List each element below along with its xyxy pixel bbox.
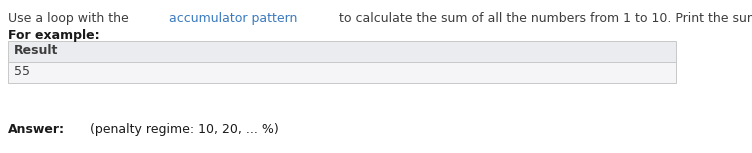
Text: (penalty regime: 10, 20, ... %): (penalty regime: 10, 20, ... %) [81, 123, 278, 136]
Text: Result: Result [14, 44, 59, 57]
Text: 55: 55 [14, 65, 30, 78]
Text: accumulator pattern: accumulator pattern [169, 12, 297, 25]
Text: Use a loop with the: Use a loop with the [8, 12, 133, 25]
Text: Answer:: Answer: [8, 123, 65, 136]
FancyBboxPatch shape [8, 41, 676, 62]
FancyBboxPatch shape [8, 62, 676, 83]
Text: to calculate the sum of all the numbers from 1 to 10. Print the sum.: to calculate the sum of all the numbers … [335, 12, 752, 25]
Text: For example:: For example: [8, 29, 99, 42]
